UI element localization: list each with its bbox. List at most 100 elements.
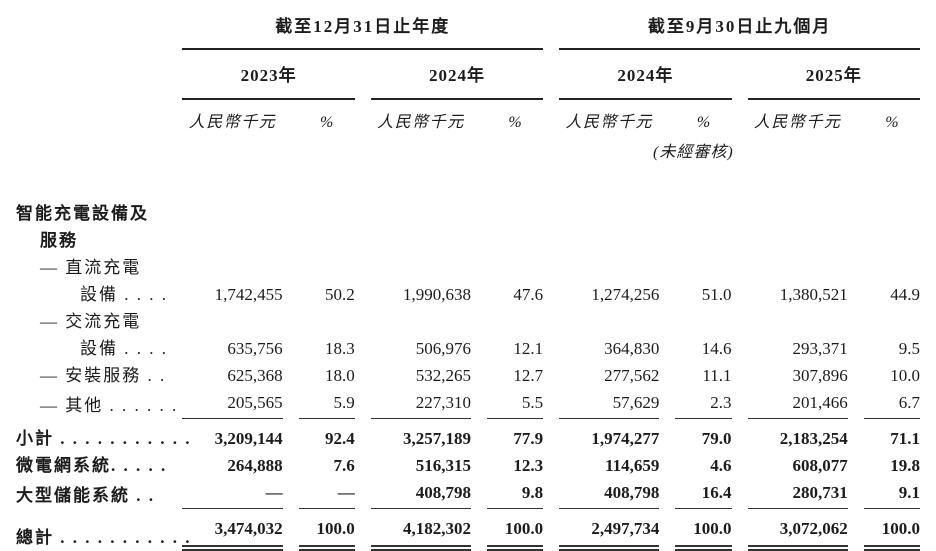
amount-cell: 3,072,062 xyxy=(747,509,848,551)
percent-header: % xyxy=(320,114,334,131)
percent-cell: 10.0 xyxy=(890,366,920,385)
percent-cell: 44.9 xyxy=(890,285,920,304)
percent-header: % xyxy=(885,114,899,131)
header-spacer xyxy=(16,4,166,50)
percent-cell: 100.0 xyxy=(675,509,732,551)
unit-row: 人民幣千元 % 人民幣千元 % 人民幣千元 % 人民幣千元 % xyxy=(16,100,920,132)
year-header-2024-annual: 2024年 xyxy=(370,50,544,100)
percent-cell xyxy=(675,308,731,335)
amount-cell: 506,976 xyxy=(415,339,472,358)
amount-cell xyxy=(559,254,659,281)
year-header-2024-nine-month: 2024年 xyxy=(559,50,732,100)
table-row: 小計 . . . . . . . . . . . 3,209,144 92.4 3,2… xyxy=(16,419,920,452)
percent-cell: 16.4 xyxy=(675,479,732,509)
table-row: 服務 xyxy=(16,227,920,254)
percent-cell: 18.0 xyxy=(325,366,355,385)
amount-cell: 280,731 xyxy=(747,479,848,509)
amount-cell: 3,474,032 xyxy=(182,509,283,551)
spacer xyxy=(16,162,920,200)
amount-cell: 264,888 xyxy=(227,456,283,475)
amount-cell: 364,830 xyxy=(604,339,660,358)
percent-cell xyxy=(299,200,355,227)
percent-cell: 100.0 xyxy=(487,509,544,551)
unaudited-note: (未經審核) xyxy=(653,144,734,161)
amount-cell xyxy=(748,254,848,281)
row-label: 小計 . . . . . . . . . . . xyxy=(16,429,192,448)
amount-unit-header: 人民幣千元 xyxy=(753,114,842,131)
percent-cell: 92.4 xyxy=(325,429,355,448)
percent-cell xyxy=(487,308,543,335)
amount-cell xyxy=(559,308,659,335)
amount-cell xyxy=(182,254,282,281)
period-group-header-annual: 截至12月31日止年度 xyxy=(182,4,544,50)
percent-cell: 71.1 xyxy=(890,429,920,448)
amount-cell xyxy=(559,200,659,227)
amount-cell: 1,990,638 xyxy=(403,285,472,304)
percent-cell: 19.8 xyxy=(890,456,920,475)
amount-cell xyxy=(748,308,848,335)
amount-unit-header: 人民幣千元 xyxy=(565,114,654,131)
percent-cell xyxy=(299,227,355,254)
year-header-2025: 2025年 xyxy=(747,50,920,100)
amount-cell xyxy=(182,227,282,254)
table-row: 設備 . . . . 635,756 18.3 506,976 12.1 364,830 1… xyxy=(16,335,920,362)
percent-cell: 9.1 xyxy=(863,479,920,509)
amount-unit-header: 人民幣千元 xyxy=(377,114,465,131)
table-row: — 其他 . . . . . . 205,565 5.9 227,310 5.5 57,6… xyxy=(16,389,920,419)
amount-cell: 57,629 xyxy=(559,389,660,419)
row-label: 服務 xyxy=(40,231,78,250)
amount-cell xyxy=(182,200,282,227)
amount-cell: 4,182,302 xyxy=(370,509,472,551)
row-label: — 其他 . . . . . . xyxy=(40,396,179,415)
percent-cell: 51.0 xyxy=(701,285,732,304)
table-row: — 直流充電 xyxy=(16,254,920,281)
amount-cell: 408,798 xyxy=(370,479,472,509)
percent-header: % xyxy=(696,114,711,131)
percent-cell: 100.0 xyxy=(863,509,920,551)
table-row: — 交流充電 xyxy=(16,308,920,335)
amount-unit-header: 人民幣千元 xyxy=(188,114,277,131)
percent-cell: 77.9 xyxy=(513,429,544,448)
amount-cell: 205,565 xyxy=(182,389,283,419)
header-spacer xyxy=(16,50,166,100)
header-spacer xyxy=(748,132,920,162)
row-label: — 交流充電 xyxy=(40,312,142,331)
amount-cell xyxy=(371,308,471,335)
amount-cell: 3,257,189 xyxy=(403,429,472,448)
percent-cell: 12.7 xyxy=(513,366,544,385)
percent-cell: 2.3 xyxy=(675,389,732,419)
amount-cell xyxy=(748,200,848,227)
amount-cell: 3,209,144 xyxy=(214,429,283,448)
header-spacer xyxy=(16,100,166,132)
period-group-row: 截至12月31日止年度 截至9月30日止九個月 xyxy=(16,4,920,50)
amount-cell: 608,077 xyxy=(792,456,848,475)
amount-cell: 1,380,521 xyxy=(779,285,848,304)
row-label: — 直流充電 xyxy=(40,258,142,277)
table-row: 設備 . . . . 1,742,455 50.2 1,990,638 47.6 1,27… xyxy=(16,281,920,308)
percent-cell xyxy=(675,200,731,227)
table-row: 微電網系統. . . . . 264,888 7.6 516,315 12.3 114,6… xyxy=(16,452,920,479)
amount-cell: 114,659 xyxy=(605,456,660,475)
percent-cell xyxy=(675,254,731,281)
year-header-2023: 2023年 xyxy=(182,50,355,100)
unaudited-row: (未經審核) xyxy=(16,132,920,162)
percent-cell: 79.0 xyxy=(701,429,732,448)
amount-cell: 201,466 xyxy=(747,389,848,419)
percent-cell xyxy=(487,200,543,227)
amount-cell: 1,974,277 xyxy=(591,429,660,448)
percent-cell: 12.1 xyxy=(513,339,544,358)
amount-cell xyxy=(371,227,471,254)
percent-cell: 9.5 xyxy=(898,339,920,358)
percent-cell xyxy=(864,308,920,335)
percent-cell: — xyxy=(298,479,355,509)
percent-cell: 6.7 xyxy=(863,389,920,419)
table-row: 智能充電設備及 xyxy=(16,200,920,227)
spacer-row xyxy=(16,162,920,200)
amount-cell: 293,371 xyxy=(792,339,848,358)
percent-cell: 50.2 xyxy=(325,285,355,304)
row-label: — 安裝服務 . . xyxy=(40,366,167,385)
percent-header: % xyxy=(508,114,522,131)
amount-cell: 1,274,256 xyxy=(591,285,660,304)
header-spacer xyxy=(16,132,166,162)
percent-cell: 9.8 xyxy=(487,479,544,509)
